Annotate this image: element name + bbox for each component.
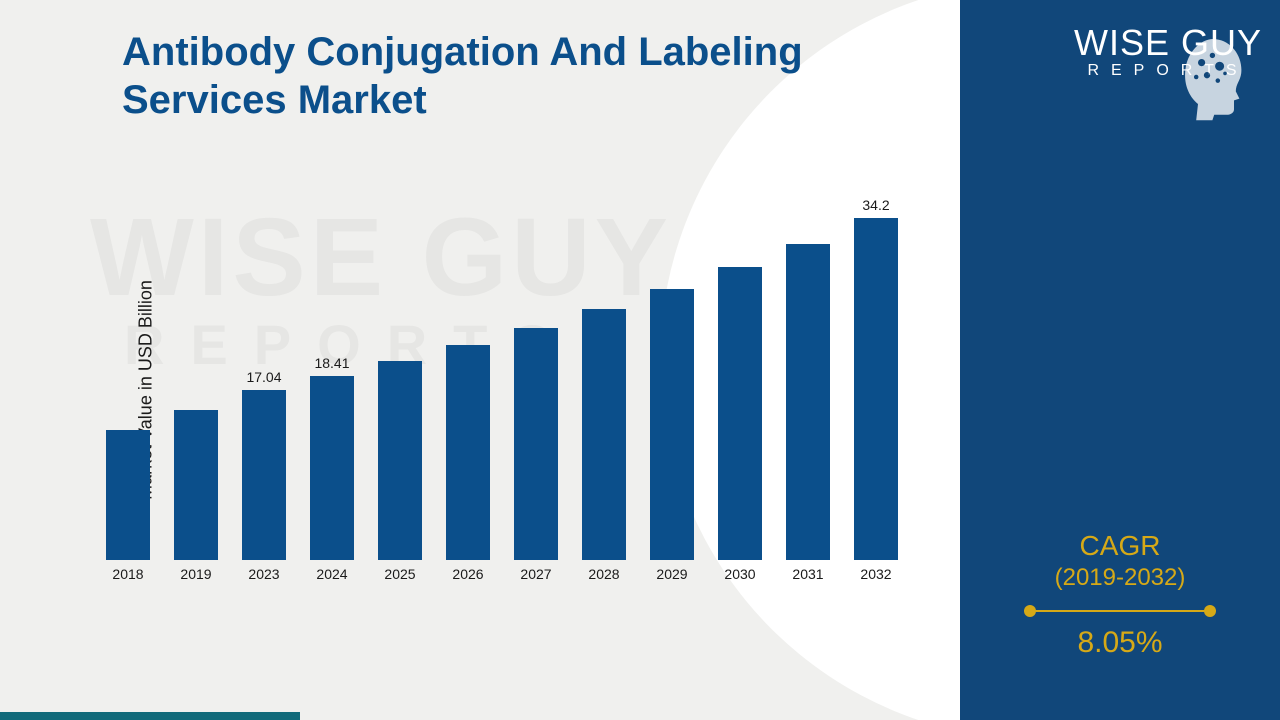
bar-rect: [446, 345, 490, 560]
plot-area: 2018201917.04202318.41202420252026202720…: [100, 160, 910, 580]
bar-value-label: 18.41: [314, 354, 349, 372]
bar-rect: [514, 328, 558, 560]
bar-2024: 18.412024: [310, 354, 354, 560]
bar-2025: 2025: [378, 339, 422, 560]
chart-title: Antibody Conjugation And Labeling Servic…: [122, 28, 862, 124]
bar-x-label: 2032: [860, 566, 891, 582]
bar-x-label: 2026: [452, 566, 483, 582]
bar-2029: 2029: [650, 267, 694, 560]
chart-canvas: WISE GUY REPORTS Antibody Conjugation An…: [0, 0, 1280, 720]
bar-2023: 17.042023: [242, 368, 286, 560]
bar-x-label: 2031: [792, 566, 823, 582]
head-silhouette-icon: [1162, 32, 1252, 122]
bar-rect: [718, 267, 762, 560]
bar-x-label: 2024: [316, 566, 347, 582]
bar-2030: 2030: [718, 245, 762, 560]
bar-2031: 2031: [786, 222, 830, 560]
bar-rect: [106, 430, 150, 560]
bar-2018: 2018: [106, 408, 150, 560]
bar-x-label: 2028: [588, 566, 619, 582]
cagr-label: CAGR: [1006, 530, 1234, 562]
bar-2019: 2019: [174, 388, 218, 560]
bar-2027: 2027: [514, 306, 558, 560]
bar-chart: Market Value in USD Billion 2018201917.0…: [80, 160, 910, 620]
bar-rect: [378, 361, 422, 560]
bottom-accent-bar: [0, 712, 300, 720]
bar-value-label: 17.04: [246, 368, 281, 386]
bar-rect: [786, 244, 830, 560]
bar-rect: [174, 410, 218, 560]
bar-2028: 2028: [582, 287, 626, 560]
bar-rect: [242, 390, 286, 560]
cagr-value: 8.05%: [1006, 626, 1234, 660]
bar-x-label: 2027: [520, 566, 551, 582]
cagr-box: CAGR (2019-2032) 8.05%: [1006, 530, 1234, 660]
bar-x-label: 2023: [248, 566, 279, 582]
bar-2032: 34.22032: [854, 196, 898, 560]
bar-2026: 2026: [446, 323, 490, 560]
bar-value-label: 34.2: [862, 196, 889, 214]
bar-rect: [854, 218, 898, 560]
bar-x-label: 2025: [384, 566, 415, 582]
cagr-range: (2019-2032): [1006, 564, 1234, 592]
bar-rect: [650, 289, 694, 560]
bar-x-label: 2018: [112, 566, 143, 582]
bar-rect: [582, 309, 626, 560]
bar-x-label: 2019: [180, 566, 211, 582]
brand-logo: WISE GUY REPORTS: [1074, 22, 1262, 80]
bars-container: 2018 2019 17.042023 18.412024 2025 2026 2027 20…: [100, 160, 910, 560]
bar-x-label: 2029: [656, 566, 687, 582]
cagr-divider: [1030, 610, 1210, 612]
bar-rect: [310, 376, 354, 560]
bar-x-label: 2030: [724, 566, 755, 582]
